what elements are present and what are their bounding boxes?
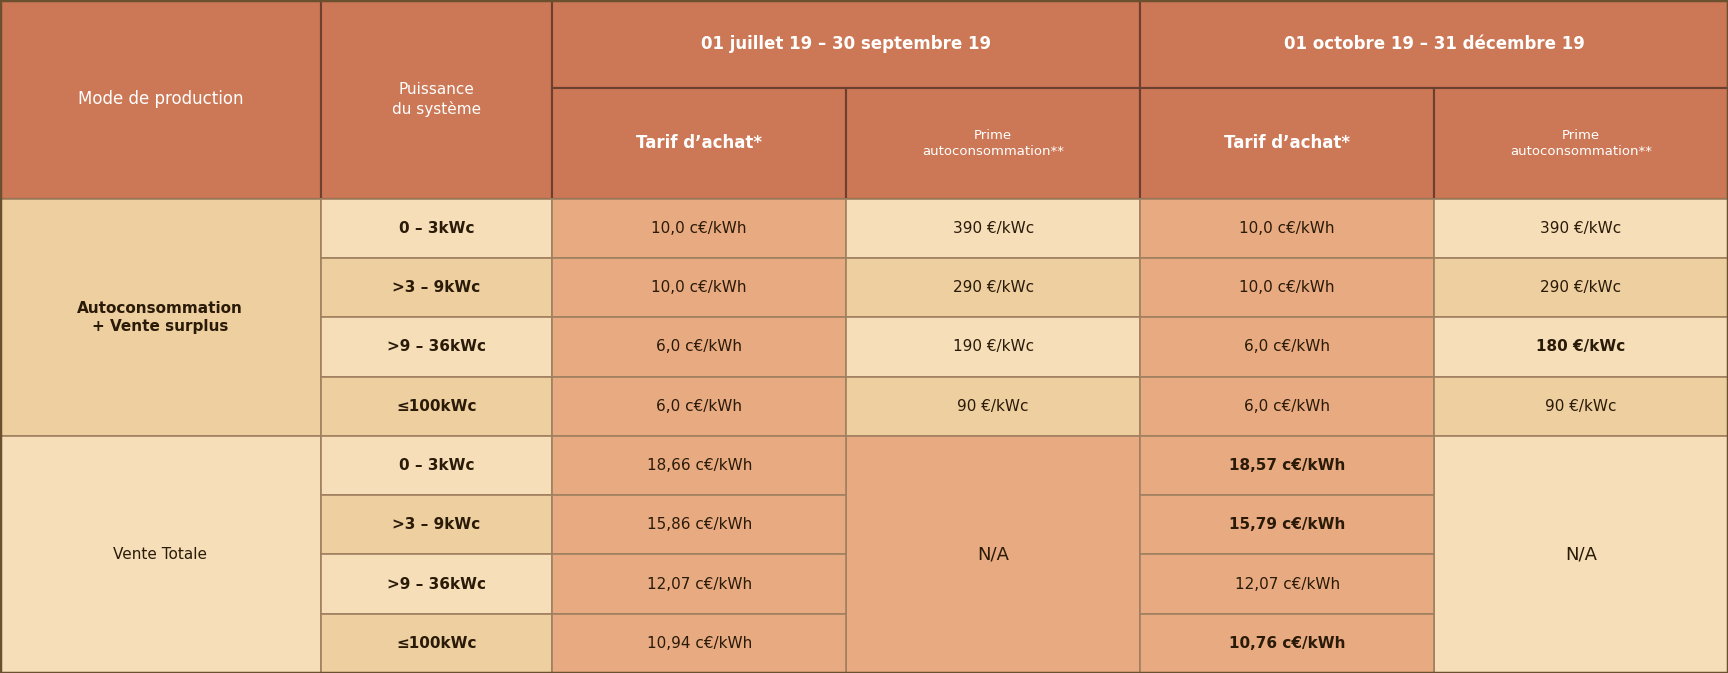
Bar (553, 0, 1140, 87)
Text: 10,0 c€/kWh: 10,0 c€/kWh (1239, 280, 1334, 295)
Bar (321, 317, 553, 377)
Bar (1434, 436, 1728, 673)
Bar (553, 87, 847, 199)
Text: 90 €/kWc: 90 €/kWc (957, 398, 1028, 414)
Text: 180 €/kWc: 180 €/kWc (1536, 339, 1626, 355)
Text: Tarif d’achat*: Tarif d’achat* (636, 134, 762, 152)
Bar (0, 199, 321, 436)
Bar (321, 199, 553, 258)
Text: >3 – 9kWc: >3 – 9kWc (392, 280, 480, 295)
Text: >3 – 9kWc: >3 – 9kWc (392, 518, 480, 532)
Bar (1140, 377, 1434, 436)
Text: 390 €/kWc: 390 €/kWc (1540, 221, 1621, 236)
Text: 6,0 c€/kWh: 6,0 c€/kWh (657, 339, 743, 355)
Bar (0, 436, 321, 673)
Bar (1434, 258, 1728, 317)
Bar (847, 258, 1140, 317)
Bar (321, 495, 553, 555)
Bar (847, 199, 1140, 258)
Text: Mode de production: Mode de production (78, 90, 244, 108)
Text: 01 juillet 19 – 30 septembre 19: 01 juillet 19 – 30 septembre 19 (702, 35, 992, 52)
Bar (553, 317, 847, 377)
Bar (321, 614, 553, 673)
Bar (1140, 614, 1434, 673)
Bar (321, 555, 553, 614)
Text: 0 – 3kWc: 0 – 3kWc (399, 221, 473, 236)
Bar (321, 0, 553, 199)
Bar (321, 436, 553, 495)
Text: 6,0 c€/kWh: 6,0 c€/kWh (657, 398, 743, 414)
Bar (847, 317, 1140, 377)
Text: 190 €/kWc: 190 €/kWc (952, 339, 1033, 355)
Text: 10,0 c€/kWh: 10,0 c€/kWh (1239, 221, 1334, 236)
Bar (553, 199, 847, 258)
Bar (1140, 436, 1434, 495)
Text: 290 €/kWc: 290 €/kWc (1540, 280, 1621, 295)
Text: 15,86 c€/kWh: 15,86 c€/kWh (646, 518, 752, 532)
Text: ≤100kWc: ≤100kWc (396, 398, 477, 414)
Bar (321, 258, 553, 317)
Bar (1140, 199, 1434, 258)
Bar (321, 377, 553, 436)
Text: 10,76 c€/kWh: 10,76 c€/kWh (1229, 636, 1346, 651)
Text: 18,66 c€/kWh: 18,66 c€/kWh (646, 458, 752, 473)
Text: 6,0 c€/kWh: 6,0 c€/kWh (1244, 339, 1331, 355)
Text: 15,79 c€/kWh: 15,79 c€/kWh (1229, 518, 1346, 532)
Text: N/A: N/A (976, 545, 1009, 563)
Text: N/A: N/A (1566, 545, 1597, 563)
Text: 10,0 c€/kWh: 10,0 c€/kWh (651, 221, 746, 236)
Text: 90 €/kWc: 90 €/kWc (1545, 398, 1617, 414)
Text: 0 – 3kWc: 0 – 3kWc (399, 458, 473, 473)
Bar (1140, 495, 1434, 555)
Bar (1140, 317, 1434, 377)
Text: 390 €/kWc: 390 €/kWc (952, 221, 1033, 236)
Text: Autoconsommation
+ Vente surplus: Autoconsommation + Vente surplus (78, 301, 244, 334)
Text: 12,07 c€/kWh: 12,07 c€/kWh (646, 577, 752, 592)
Bar (1434, 317, 1728, 377)
Text: ≤100kWc: ≤100kWc (396, 636, 477, 651)
Text: 290 €/kWc: 290 €/kWc (952, 280, 1033, 295)
Text: 18,57 c€/kWh: 18,57 c€/kWh (1229, 458, 1346, 473)
Bar (1140, 87, 1434, 199)
Text: 12,07 c€/kWh: 12,07 c€/kWh (1234, 577, 1339, 592)
Bar (847, 87, 1140, 199)
Text: >9 – 36kWc: >9 – 36kWc (387, 577, 486, 592)
Bar (1140, 0, 1728, 87)
Bar (1434, 377, 1728, 436)
Text: >9 – 36kWc: >9 – 36kWc (387, 339, 486, 355)
Bar (553, 495, 847, 555)
Text: 01 octobre 19 – 31 décembre 19: 01 octobre 19 – 31 décembre 19 (1284, 35, 1585, 52)
Bar (553, 258, 847, 317)
Bar (0, 0, 321, 199)
Bar (553, 614, 847, 673)
Text: Prime
autoconsommation**: Prime autoconsommation** (923, 129, 1064, 157)
Bar (1140, 258, 1434, 317)
Bar (847, 436, 1140, 673)
Bar (847, 377, 1140, 436)
Text: 6,0 c€/kWh: 6,0 c€/kWh (1244, 398, 1331, 414)
Bar (553, 555, 847, 614)
Text: Tarif d’achat*: Tarif d’achat* (1223, 134, 1350, 152)
Bar (1140, 555, 1434, 614)
Text: 10,94 c€/kWh: 10,94 c€/kWh (646, 636, 752, 651)
Bar (1434, 199, 1728, 258)
Text: 10,0 c€/kWh: 10,0 c€/kWh (651, 280, 746, 295)
Bar (553, 377, 847, 436)
Text: Puissance
du système: Puissance du système (392, 82, 480, 117)
Text: Vente Totale: Vente Totale (114, 547, 207, 562)
Bar (1434, 87, 1728, 199)
Bar (553, 436, 847, 495)
Text: Prime
autoconsommation**: Prime autoconsommation** (1510, 129, 1652, 157)
